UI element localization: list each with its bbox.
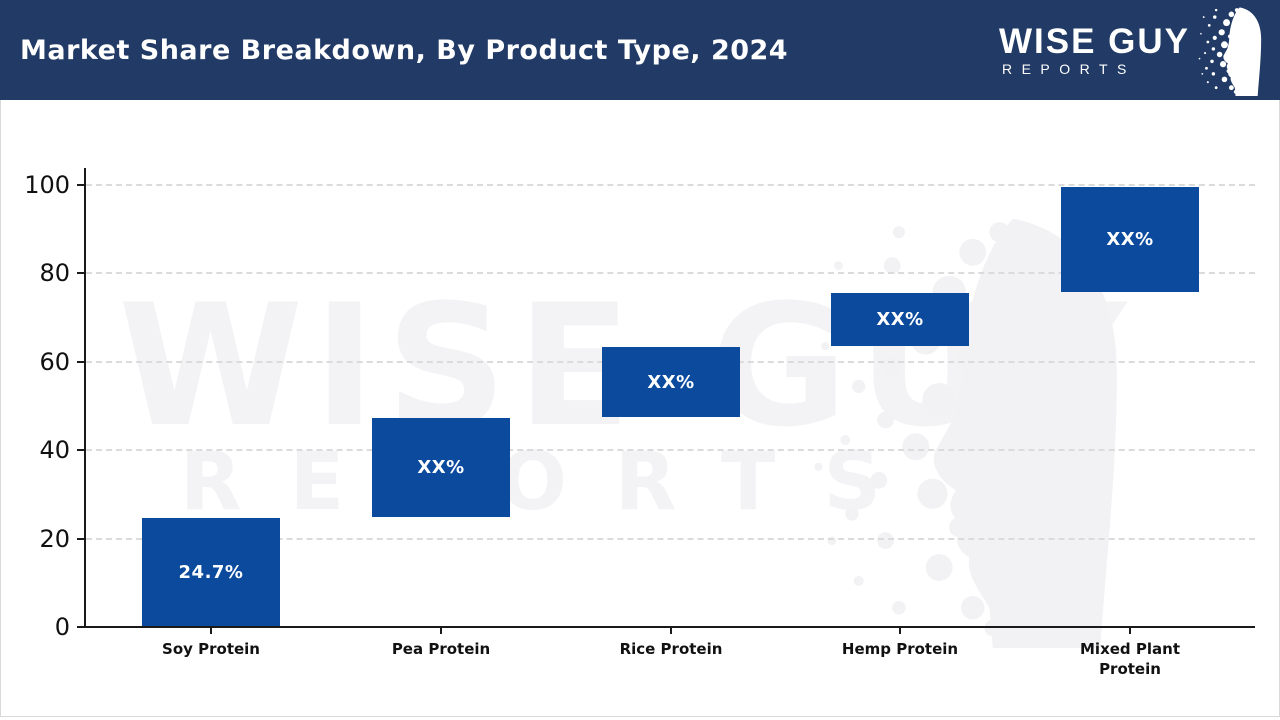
x-axis-line — [84, 626, 1255, 628]
x-tick-2 — [670, 628, 672, 634]
y-tick-label-80: 80 — [39, 259, 70, 288]
y-tick-40 — [77, 449, 84, 452]
bar-value-label: XX% — [647, 371, 695, 393]
gridline-80 — [86, 272, 1255, 275]
x-tick-label-1: Pea Protein — [391, 640, 491, 658]
y-tick-60 — [77, 360, 84, 363]
brand-logo: WISE GUY REPORTS — [999, 0, 1266, 100]
bar-pea-protein: XX% — [372, 417, 510, 517]
x-tick-1 — [440, 628, 442, 634]
x-tick-label-4: Mixed Plant Protein — [1080, 640, 1180, 678]
bar-value-label: 24.7% — [178, 561, 244, 583]
bar-soy-protein: 24.7% — [142, 517, 280, 627]
brand-name: WISE GUY — [998, 22, 1190, 61]
bar-mixed-plant-protein: XX% — [1061, 187, 1199, 292]
brand-wordmark: WISE GUY REPORTS — [999, 24, 1190, 76]
y-tick-label-40: 40 — [39, 436, 70, 465]
wiseguy-face-icon — [1198, 7, 1262, 96]
gridline-20 — [86, 537, 1255, 540]
x-tick-label-0: Soy Protein — [162, 640, 260, 658]
y-tick-label-0: 0 — [54, 613, 70, 641]
y-tick-20 — [77, 537, 84, 540]
x-tick-label-3: Hemp Protein — [841, 640, 959, 658]
bar-value-label: XX% — [876, 308, 924, 330]
bar-value-label: XX% — [1106, 229, 1154, 251]
x-tick-3 — [899, 628, 901, 634]
bar-rice-protein: XX% — [602, 347, 740, 418]
y-tick-0 — [77, 626, 84, 628]
y-axis-line — [84, 168, 86, 628]
y-tick-label-60: 60 — [39, 347, 70, 376]
y-tick-100 — [77, 184, 84, 186]
y-tick-label-100: 100 — [24, 171, 70, 199]
gridline-40 — [86, 449, 1255, 452]
brand-subname: REPORTS — [1001, 61, 1136, 77]
y-tick-label-20: 20 — [39, 524, 70, 553]
bar-value-label: XX% — [417, 456, 465, 478]
gridline-100 — [86, 184, 1255, 186]
header: Market Share Breakdown, By Product Type,… — [0, 0, 1280, 100]
y-tick-80 — [77, 272, 84, 275]
x-tick-4 — [1129, 628, 1131, 634]
bar-hemp-protein: XX% — [831, 292, 969, 346]
page-title: Market Share Breakdown, By Product Type,… — [20, 34, 789, 66]
x-tick-label-2: Rice Protein — [619, 640, 723, 658]
x-tick-0 — [210, 628, 212, 634]
